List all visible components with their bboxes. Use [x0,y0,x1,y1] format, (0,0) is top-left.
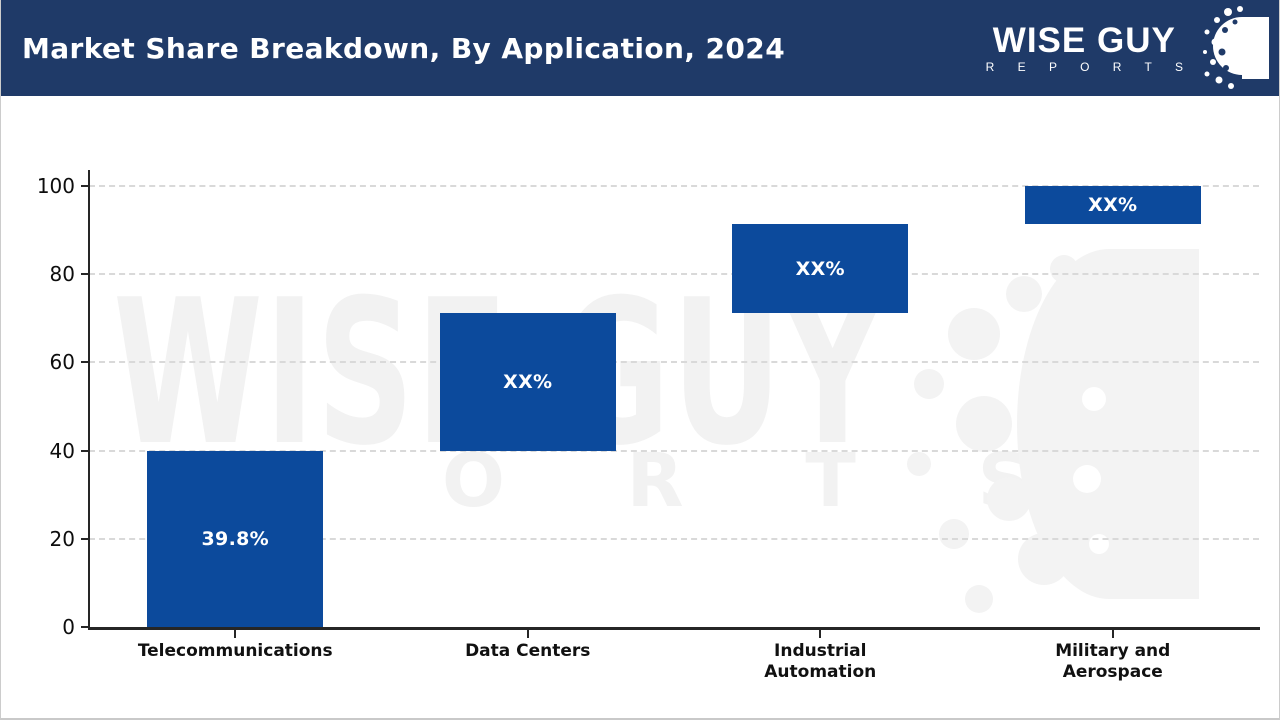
watermark-face-icon [907,249,1199,613]
category-label-line: Aerospace [1062,662,1163,682]
logo-wordmark: WISE GUY [992,20,1176,60]
y-tick-100 [81,185,89,187]
plot-area: 0 20 40 60 80 100 39.8% Telecommunications XX% Da… [1,96,1279,718]
bar-military-and-aerospace: XX% [1024,186,1201,225]
y-tick-label-0: 0 [62,615,75,639]
category-label-line: Military and [1055,641,1171,661]
y-tick-60 [81,361,89,364]
y-tick-0 [81,626,89,628]
x-axis-category-label-military-and-aerospace: Military and Aerospace [1003,641,1223,683]
brand-logo-text: WISE GUY R E P O R T S [976,20,1193,74]
bar-industrial-automation: XX% [732,224,909,313]
x-tick-data-centers [526,630,529,638]
y-tick-label-20: 20 [49,526,75,551]
bar-data-centers: XX% [439,313,616,452]
x-tick-telecommunications [234,630,237,638]
y-tick-label-40: 40 [49,438,75,463]
page-title: Market Share Breakdown, By Application, … [22,31,786,65]
x-tick-military-and-aerospace [1111,630,1114,638]
brand-logo: WISE GUY R E P O R T S [976,0,1269,96]
header-bar: Market Share Breakdown, By Application, … [1,0,1279,96]
bar-value-label-industrial-automation: XX% [795,257,845,280]
category-label-line: Automation [764,662,877,682]
x-tick-industrial-automation [819,630,822,638]
bar-telecommunications: 39.8% [147,451,324,627]
y-tick-label-60: 60 [49,350,75,375]
y-axis-line [88,170,90,629]
gridline-60 [89,361,1259,364]
face-dots-icon [1203,6,1269,89]
category-label-line: Telecommunications [137,641,333,661]
y-tick-80 [81,273,89,276]
logo-subtitle: R E P O R T S [985,59,1193,74]
bar-value-label-data-centers: XX% [503,371,553,394]
y-tick-40 [81,449,89,452]
chart-canvas: WISE GUY P O R T S [1,96,1279,718]
x-axis-category-label-industrial-automation: Industrial Automation [710,641,930,683]
category-label-line: Industrial [774,641,867,661]
bar-value-label-telecommunications: 39.8% [201,528,269,551]
watermark-reports: P O R T S [266,438,1079,524]
category-label-line: Data Centers [465,641,591,661]
y-tick-label-100: 100 [36,174,75,198]
x-axis-category-label-telecommunications: Telecommunications [125,641,345,662]
bar-value-label-military-and-aerospace: XX% [1088,194,1138,217]
gridline-20 [89,537,1259,540]
gridline-40 [89,449,1259,452]
gridline-100 [89,185,1259,187]
y-tick-label-80: 80 [49,262,75,287]
y-tick-20 [81,537,89,540]
x-axis-line [88,627,1260,630]
gridline-80 [89,273,1259,276]
x-axis-category-label-data-centers: Data Centers [418,641,638,662]
